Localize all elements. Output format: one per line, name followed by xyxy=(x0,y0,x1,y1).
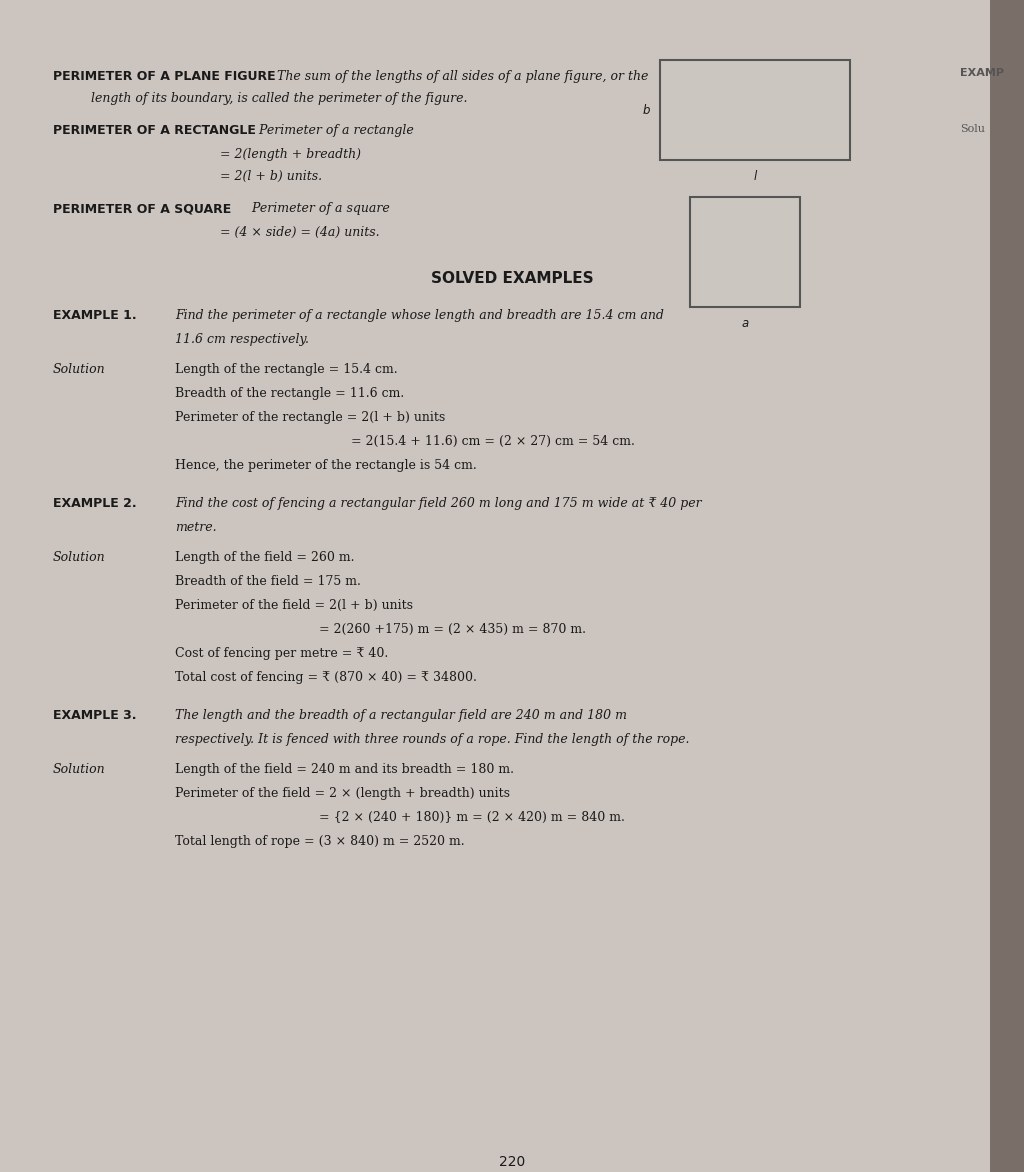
Text: Solution: Solution xyxy=(53,363,105,376)
Text: EXAMPLE 1.: EXAMPLE 1. xyxy=(53,309,136,322)
Text: Find the perimeter of a rectangle whose length and breadth are 15.4 cm and: Find the perimeter of a rectangle whose … xyxy=(175,309,664,322)
Text: PERIMETER OF A SQUARE: PERIMETER OF A SQUARE xyxy=(53,202,231,214)
Bar xyxy=(660,60,850,161)
Text: = 2(15.4 + 11.6) cm = (2 × 27) cm = 54 cm.: = 2(15.4 + 11.6) cm = (2 × 27) cm = 54 c… xyxy=(175,435,635,448)
Text: PERIMETER OF A PLANE FIGURE: PERIMETER OF A PLANE FIGURE xyxy=(53,70,275,83)
Bar xyxy=(690,197,800,307)
Text: EXAMPLE 2.: EXAMPLE 2. xyxy=(53,497,136,510)
Text: SOLVED EXAMPLES: SOLVED EXAMPLES xyxy=(431,271,593,286)
Text: Perimeter of the rectangle = 2(l + b) units: Perimeter of the rectangle = 2(l + b) un… xyxy=(175,411,445,424)
Text: Find the cost of fencing a rectangular field 260 m long and 175 m wide at ₹ 40 p: Find the cost of fencing a rectangular f… xyxy=(175,497,701,510)
Text: Perimeter of the field = 2 × (length + breadth) units: Perimeter of the field = 2 × (length + b… xyxy=(175,788,510,800)
Text: Perimeter of the field = 2(l + b) units: Perimeter of the field = 2(l + b) units xyxy=(175,599,413,612)
Text: = 2(length + breadth): = 2(length + breadth) xyxy=(220,148,361,161)
Text: 220: 220 xyxy=(499,1154,525,1168)
Text: = (4 × side) = (4a) units.: = (4 × side) = (4a) units. xyxy=(220,226,380,239)
Text: Total length of rope = (3 × 840) m = 2520 m.: Total length of rope = (3 × 840) m = 252… xyxy=(175,834,465,849)
Text: Hence, the perimeter of the rectangle is 54 cm.: Hence, the perimeter of the rectangle is… xyxy=(175,459,477,472)
Text: Perimeter of a rectangle: Perimeter of a rectangle xyxy=(255,124,414,137)
Text: a: a xyxy=(741,316,749,331)
Text: Solution: Solution xyxy=(53,551,105,564)
Text: Length of the field = 260 m.: Length of the field = 260 m. xyxy=(175,551,354,564)
Text: respectively. It is fenced with three rounds of a rope. Find the length of the r: respectively. It is fenced with three ro… xyxy=(175,732,689,747)
Text: l: l xyxy=(754,170,757,183)
Text: 11.6 cm respectively.: 11.6 cm respectively. xyxy=(175,333,309,346)
Text: The length and the breadth of a rectangular field are 240 m and 180 m: The length and the breadth of a rectangu… xyxy=(175,709,627,722)
Text: The sum of the lengths of all sides of a plane figure, or the: The sum of the lengths of all sides of a… xyxy=(273,70,648,83)
Text: b: b xyxy=(642,103,650,116)
Text: Length of the rectangle = 15.4 cm.: Length of the rectangle = 15.4 cm. xyxy=(175,363,397,376)
Text: PERIMETER OF A RECTANGLE: PERIMETER OF A RECTANGLE xyxy=(53,124,256,137)
Text: = 2(l + b) units.: = 2(l + b) units. xyxy=(220,170,323,183)
Text: EXAMPLE 3.: EXAMPLE 3. xyxy=(53,709,136,722)
Text: Perimeter of a square: Perimeter of a square xyxy=(248,202,390,214)
Text: length of its boundary, is called the perimeter of the figure.: length of its boundary, is called the pe… xyxy=(71,91,468,105)
Text: Cost of fencing per metre = ₹ 40.: Cost of fencing per metre = ₹ 40. xyxy=(175,647,388,660)
Text: Breadth of the field = 175 m.: Breadth of the field = 175 m. xyxy=(175,575,360,588)
Text: Solution: Solution xyxy=(53,763,105,776)
Text: Total cost of fencing = ₹ (870 × 40) = ₹ 34800.: Total cost of fencing = ₹ (870 × 40) = ₹… xyxy=(175,672,477,684)
Bar xyxy=(990,0,1024,1172)
Text: EXAMP: EXAMP xyxy=(961,68,1004,79)
Text: Length of the field = 240 m and its breadth = 180 m.: Length of the field = 240 m and its brea… xyxy=(175,763,514,776)
Text: Solu: Solu xyxy=(961,124,985,134)
Text: = 2(260 +175) m = (2 × 435) m = 870 m.: = 2(260 +175) m = (2 × 435) m = 870 m. xyxy=(175,624,586,636)
Text: = {2 × (240 + 180)} m = (2 × 420) m = 840 m.: = {2 × (240 + 180)} m = (2 × 420) m = 84… xyxy=(175,811,625,824)
Text: Breadth of the rectangle = 11.6 cm.: Breadth of the rectangle = 11.6 cm. xyxy=(175,387,404,400)
Text: metre.: metre. xyxy=(175,522,217,534)
